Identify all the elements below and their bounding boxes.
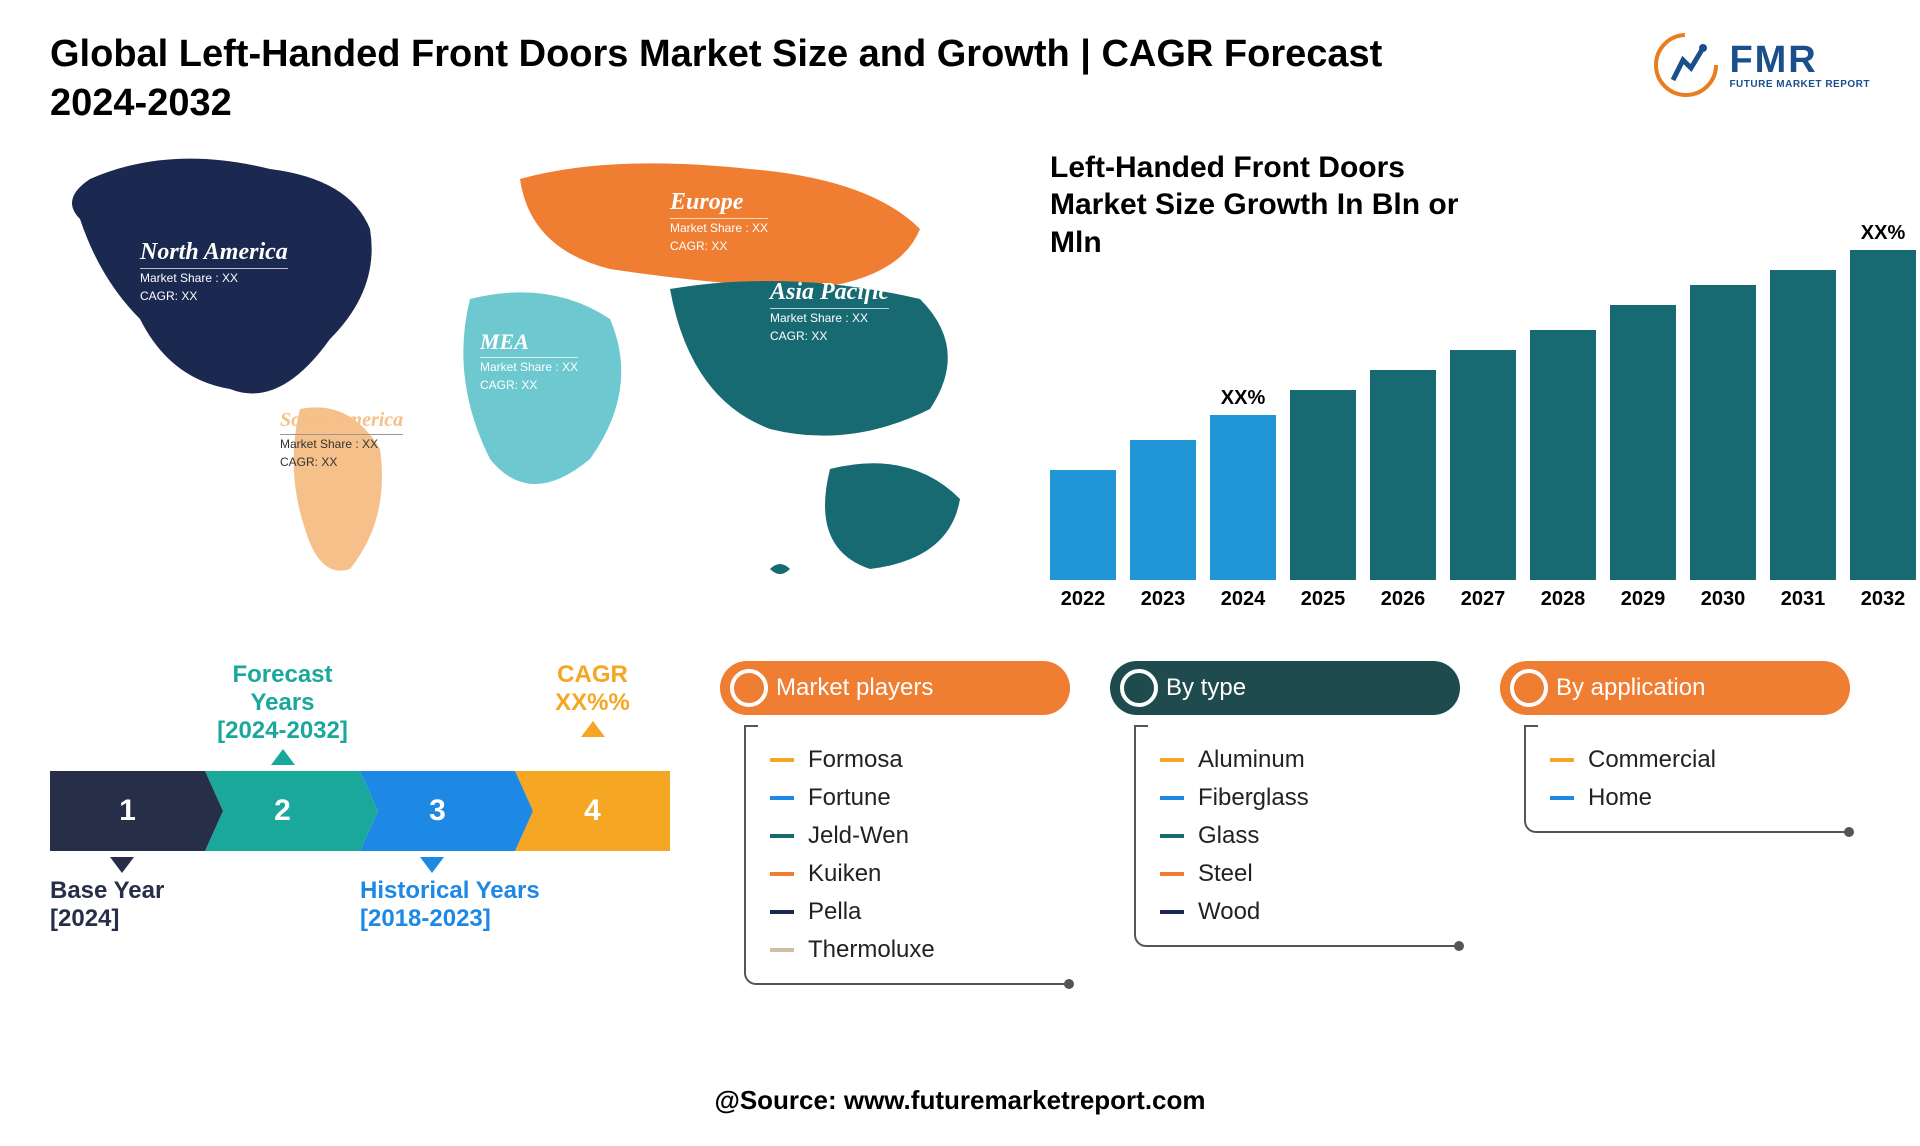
- tick-icon: [770, 948, 794, 952]
- item-aluminum: Aluminum: [1160, 741, 1460, 779]
- region-south-america: South America Market Share : XX CAGR: XX: [280, 409, 403, 469]
- logo: FMR FUTURE MARKET REPORT: [1651, 30, 1870, 100]
- tick-icon: [770, 834, 794, 838]
- item-jeld-wen: Jeld-Wen: [770, 817, 1070, 855]
- category-list: AluminumFiberglassGlassSteelWood: [1134, 727, 1460, 947]
- item-commercial: Commercial: [1550, 741, 1850, 779]
- triangle-down-icon: [420, 857, 444, 873]
- bar-2030: 2030: [1690, 285, 1756, 611]
- bar-2032: XX%2032: [1850, 250, 1916, 611]
- category-header: By type: [1110, 661, 1460, 715]
- category-market-players: Market players FormosaFortuneJeld-WenKuik…: [720, 661, 1070, 985]
- timeline-boxes: 1234: [50, 771, 670, 851]
- categories: Market players FormosaFortuneJeld-WenKuik…: [720, 661, 1850, 985]
- lower-section: Forecast Years [2024-2032] CAGR XX%% 123…: [50, 661, 1870, 985]
- bar-2027: 2027: [1450, 350, 1516, 611]
- historical-label: Historical Years [2018-2023]: [360, 857, 540, 933]
- category-by-application: By application CommercialHome: [1500, 661, 1850, 985]
- item-fiberglass: Fiberglass: [1160, 779, 1460, 817]
- tick-icon: [770, 872, 794, 876]
- tick-icon: [770, 796, 794, 800]
- category-header: Market players: [720, 661, 1070, 715]
- cagr-value: XX%%: [515, 689, 670, 717]
- bar-2031: 2031: [1770, 270, 1836, 611]
- region-europe: Europe Market Share : XX CAGR: XX: [670, 189, 768, 253]
- bar-2025: 2025: [1290, 390, 1356, 611]
- triangle-up-icon: [271, 749, 295, 765]
- region-asia-pacific: Asia Pacific Market Share : XX CAGR: XX: [770, 279, 889, 343]
- timeline-box-3: 3: [360, 771, 515, 851]
- item-kuiken: Kuiken: [770, 855, 1070, 893]
- bar-2028: 2028: [1530, 330, 1596, 611]
- item-wood: Wood: [1160, 893, 1460, 931]
- base-range: [2024]: [50, 905, 360, 933]
- tick-icon: [1160, 834, 1184, 838]
- timeline-panel: Forecast Years [2024-2032] CAGR XX%% 123…: [50, 661, 670, 933]
- cagr-label: CAGR XX%%: [515, 661, 670, 765]
- timeline-box-4: 4: [515, 771, 670, 851]
- hist-range: [2018-2023]: [360, 905, 540, 933]
- logo-icon: [1651, 30, 1721, 100]
- item-steel: Steel: [1160, 855, 1460, 893]
- bar-2023: 2023: [1130, 440, 1196, 611]
- item-home: Home: [1550, 779, 1850, 817]
- source-attribution: @Source: www.futuremarketreport.com: [714, 1085, 1205, 1116]
- upper-section: North America Market Share : XX CAGR: XX…: [50, 149, 1870, 612]
- tick-icon: [770, 758, 794, 762]
- triangle-up-icon: [581, 721, 605, 737]
- page-title: Global Left-Handed Front Doors Market Si…: [50, 30, 1450, 129]
- timeline-top-labels: Forecast Years [2024-2032] CAGR XX%%: [50, 661, 670, 765]
- category-list: CommercialHome: [1524, 727, 1850, 833]
- forecast-title: Forecast Years: [205, 661, 360, 717]
- item-glass: Glass: [1160, 817, 1460, 855]
- logo-brand: FMR: [1729, 41, 1870, 79]
- logo-subtitle: FUTURE MARKET REPORT: [1729, 79, 1870, 90]
- title-block: Global Left-Handed Front Doors Market Si…: [50, 30, 1450, 129]
- bar-2022: 2022: [1050, 470, 1116, 611]
- hist-title: Historical Years: [360, 877, 540, 905]
- tick-icon: [1160, 796, 1184, 800]
- tick-icon: [1160, 872, 1184, 876]
- forecast-range: [2024-2032]: [205, 717, 360, 745]
- base-title: Base Year: [50, 877, 360, 905]
- cagr-title: CAGR: [515, 661, 670, 689]
- tick-icon: [1160, 758, 1184, 762]
- category-header: By application: [1500, 661, 1850, 715]
- timeline-bottom-labels: Base Year [2024] Historical Years [2018-…: [50, 857, 670, 933]
- bar-2024: XX%2024: [1210, 415, 1276, 611]
- bar-2026: 2026: [1370, 370, 1436, 611]
- tick-icon: [1160, 910, 1184, 914]
- item-thermoluxe: Thermoluxe: [770, 931, 1070, 969]
- header: Global Left-Handed Front Doors Market Si…: [50, 30, 1870, 129]
- world-map: North America Market Share : XX CAGR: XX…: [50, 149, 1010, 589]
- chart-title: Left-Handed Front Doors Market Size Grow…: [1050, 149, 1470, 262]
- category-list: FormosaFortuneJeld-WenKuikenPellaThermol…: [744, 727, 1070, 985]
- item-fortune: Fortune: [770, 779, 1070, 817]
- triangle-down-icon: [110, 857, 134, 873]
- item-pella: Pella: [770, 893, 1070, 931]
- timeline-box-1: 1: [50, 771, 205, 851]
- logo-text: FMR FUTURE MARKET REPORT: [1729, 41, 1870, 90]
- tick-icon: [770, 910, 794, 914]
- region-north-america: North America Market Share : XX CAGR: XX: [140, 239, 288, 303]
- item-formosa: Formosa: [770, 741, 1070, 779]
- bar-chart: 20222023XX%20242025202620272028202920302…: [1050, 271, 1916, 611]
- timeline-box-2: 2: [205, 771, 360, 851]
- bar-chart-panel: Left-Handed Front Doors Market Size Grow…: [1050, 149, 1916, 612]
- base-year-label: Base Year [2024]: [50, 857, 360, 933]
- tick-icon: [1550, 796, 1574, 800]
- region-mea: MEA Market Share : XX CAGR: XX: [480, 329, 578, 392]
- bar-2029: 2029: [1610, 305, 1676, 611]
- category-by-type: By type AluminumFiberglassGlassSteelWood: [1110, 661, 1460, 985]
- tick-icon: [1550, 758, 1574, 762]
- forecast-label: Forecast Years [2024-2032]: [205, 661, 360, 765]
